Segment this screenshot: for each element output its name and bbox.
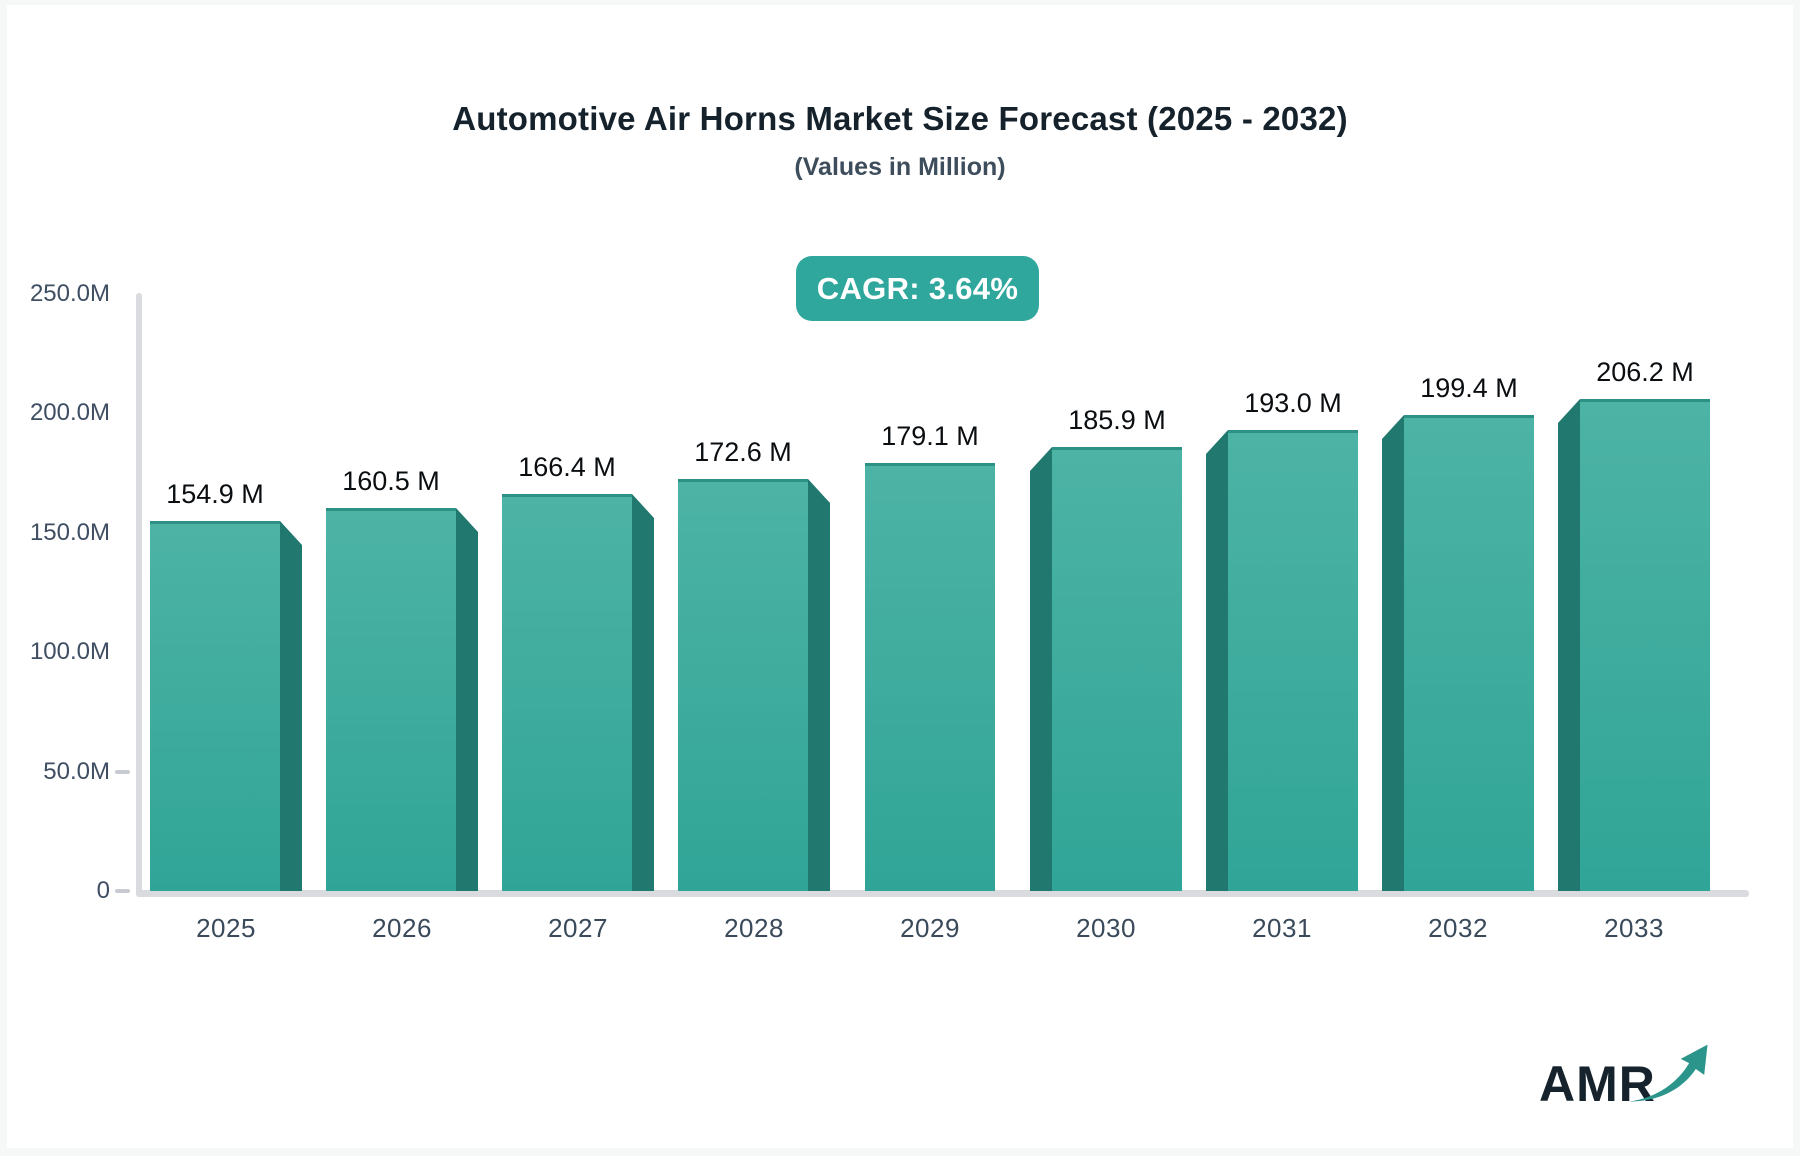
bar-side-3d <box>632 494 654 891</box>
bar-value-label: 206.2 M <box>1596 357 1694 387</box>
x-axis-category-label: 2027 <box>548 913 608 943</box>
y-axis-tick-label: 250.0M <box>29 280 110 307</box>
bar-face <box>150 521 280 891</box>
x-axis-category-label: 2032 <box>1428 913 1488 943</box>
x-axis-category-label: 2026 <box>372 913 432 943</box>
chart-subtitle: (Values in Million) <box>794 153 1006 181</box>
bar-face <box>502 494 632 891</box>
bar-side-3d <box>456 508 478 891</box>
bar-side-3d <box>280 521 302 891</box>
bar-value-label: 172.6 M <box>694 437 792 467</box>
bar-value-label: 185.9 M <box>1068 405 1166 435</box>
bar-side-3d <box>1206 430 1228 891</box>
x-axis-category-label: 2025 <box>196 913 256 943</box>
bar-side-3d <box>808 479 830 891</box>
bar-value-label: 160.5 M <box>342 466 440 496</box>
bar-face <box>1052 447 1182 891</box>
bar-face <box>326 508 456 891</box>
bar-face <box>1404 415 1534 891</box>
y-axis-line <box>136 293 142 897</box>
bar-face <box>1228 430 1358 891</box>
bar-chart: 250.0M 200.0M 150.0M 100.0M 50.0M 0 154.9 M 202… <box>7 5 1793 1148</box>
bar-side-3d <box>1558 399 1580 891</box>
x-axis-category-label: 2029 <box>900 913 960 943</box>
bar-value-label: 199.4 M <box>1420 373 1518 403</box>
bar-side-3d <box>1030 447 1052 891</box>
cagr-badge-label: CAGR: 3.64% <box>816 270 1019 306</box>
bar-side-3d <box>1382 415 1404 891</box>
amr-logo-arrow-icon <box>1628 1044 1708 1102</box>
bar-face <box>1580 399 1710 891</box>
y-axis-tick-mark <box>115 769 130 774</box>
chart-card: Automotive Air Horns Market Size Forecas… <box>7 5 1793 1148</box>
bar-value-label: 154.9 M <box>166 479 264 509</box>
y-axis-tick-label: 0 <box>96 877 110 904</box>
bar-face <box>678 479 808 891</box>
x-axis-category-label: 2033 <box>1604 913 1664 943</box>
x-axis-line <box>136 890 1749 897</box>
bar-value-label: 193.0 M <box>1244 388 1342 418</box>
x-axis-category-label: 2030 <box>1076 913 1136 943</box>
bar-face <box>865 463 995 891</box>
y-axis-tick-label: 200.0M <box>29 399 110 427</box>
bar-value-label: 179.1 M <box>881 421 979 451</box>
chart-title: Automotive Air Horns Market Size Forecas… <box>452 100 1348 137</box>
cagr-badge: CAGR: 3.64% <box>796 256 1039 321</box>
y-axis-tick-label: 50.0M <box>43 757 110 785</box>
bar-value-label: 166.4 M <box>518 452 616 482</box>
amr-logo: AMR <box>1539 1043 1712 1109</box>
y-axis-tick-label: 100.0M <box>29 638 110 666</box>
x-axis-category-label: 2028 <box>724 913 784 943</box>
y-axis-tick-label: 150.0M <box>29 518 110 546</box>
y-axis-tick-mark <box>115 889 130 893</box>
x-axis-category-label: 2031 <box>1252 913 1312 943</box>
